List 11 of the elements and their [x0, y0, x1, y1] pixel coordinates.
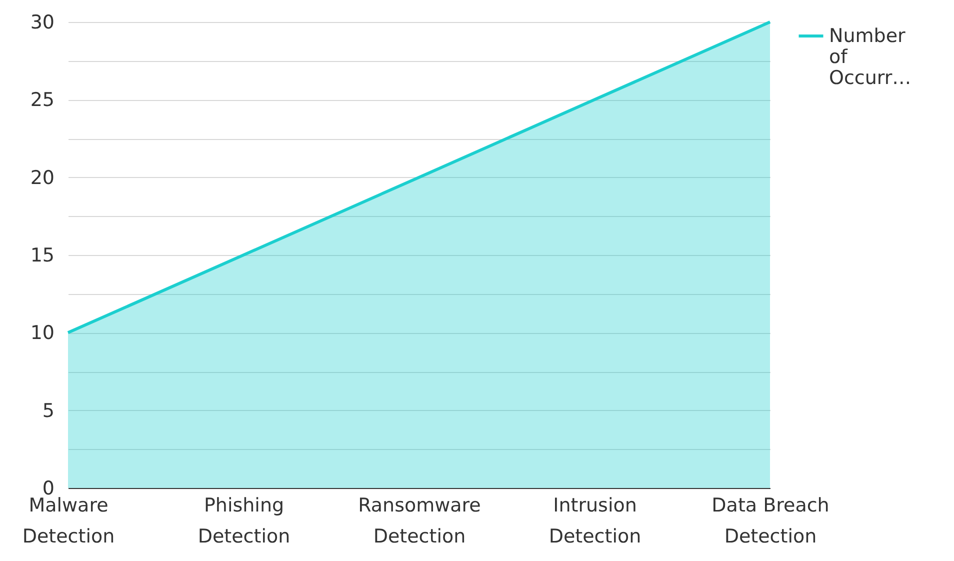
x-tick-label: Intrusion Detection — [548, 494, 642, 548]
y-tick-label: 10 — [30, 322, 54, 344]
x-tick-label: Data Breach Detection — [712, 494, 830, 548]
y-tick-label: 15 — [30, 244, 54, 266]
x-tick-label: Ransomware Detection — [358, 494, 481, 548]
y-tick-label: 30 — [30, 12, 54, 34]
y-tick-label: 20 — [30, 166, 54, 189]
x-tick-label: Phishing Detection — [198, 494, 290, 548]
legend-label: Number of Occurr… — [829, 25, 912, 89]
y-tick-label: 25 — [30, 89, 54, 112]
y-tick-label: 5 — [42, 400, 54, 422]
